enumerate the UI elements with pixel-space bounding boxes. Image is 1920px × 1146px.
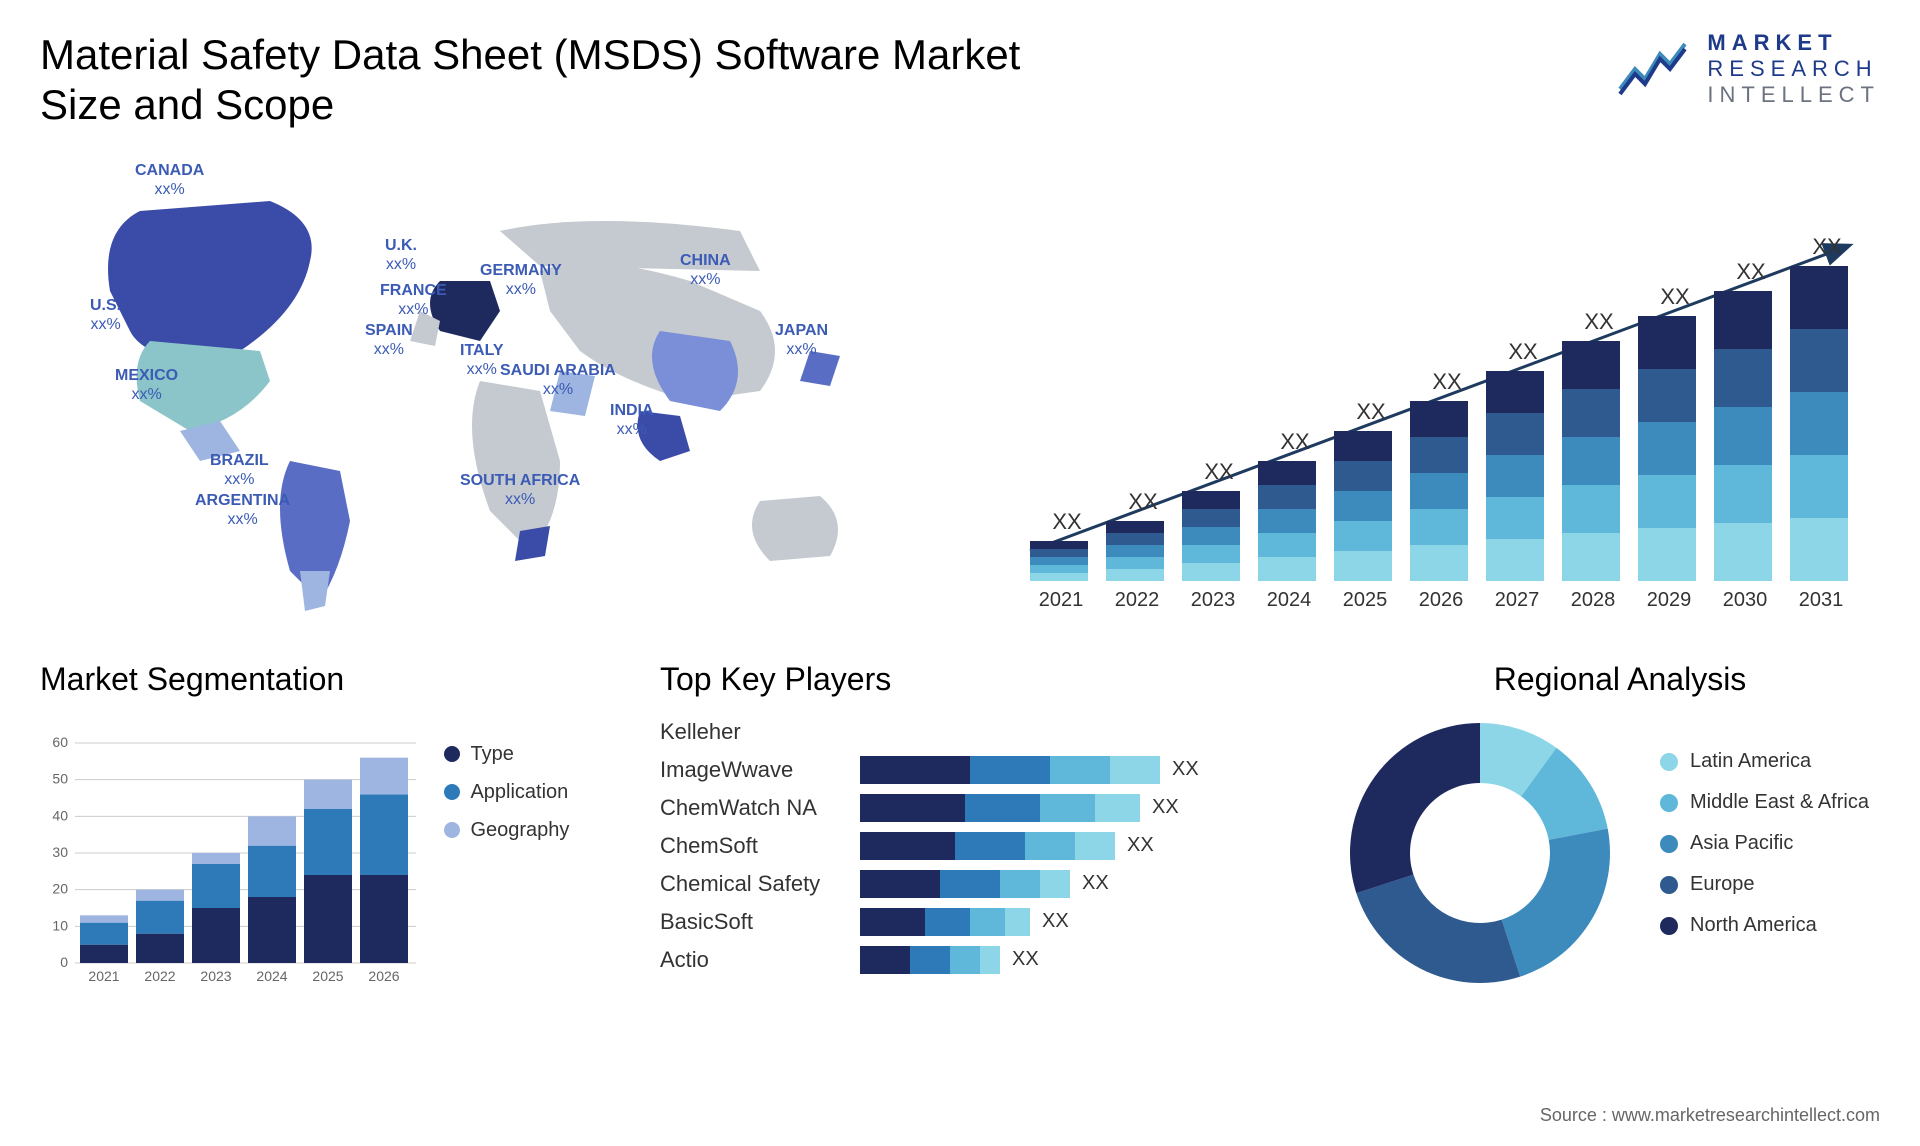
logo-icon bbox=[1615, 39, 1695, 99]
player-bar-row: XX bbox=[860, 903, 1240, 941]
segmentation-chart: 0 10 20 30 40 50 60 2021 2022 2023 2024 2025 2026 bbox=[40, 713, 420, 993]
growth-year-label: 2021 bbox=[1032, 589, 1090, 612]
seg-legend-item: Type bbox=[444, 743, 569, 766]
country-label: INDIAxx% bbox=[610, 401, 654, 439]
region-legend-item: Asia Pacific bbox=[1660, 832, 1869, 855]
player-value-label: XX bbox=[1172, 758, 1199, 781]
player-value-label: XX bbox=[1152, 796, 1179, 819]
seg-legend-item: Geography bbox=[444, 819, 569, 842]
region-legend-item: Latin America bbox=[1660, 750, 1869, 773]
player-label: Kelleher bbox=[660, 713, 860, 751]
regional-donut-chart bbox=[1340, 713, 1620, 993]
region-legend-item: Europe bbox=[1660, 873, 1869, 896]
svg-text:0: 0 bbox=[60, 954, 68, 970]
growth-year-label: 2022 bbox=[1108, 589, 1166, 612]
player-value-label: XX bbox=[1042, 910, 1069, 933]
player-bar-row: XX bbox=[860, 941, 1240, 979]
growth-value-label: XX bbox=[1114, 489, 1172, 515]
seg-legend-item: Application bbox=[444, 781, 569, 804]
growth-value-label: XX bbox=[1190, 459, 1248, 485]
growth-value-label: XX bbox=[1038, 509, 1096, 535]
growth-value-label: XX bbox=[1570, 309, 1628, 335]
country-label: GERMANYxx% bbox=[480, 261, 562, 299]
growth-year-label: 2026 bbox=[1412, 589, 1470, 612]
growth-year-label: 2025 bbox=[1336, 589, 1394, 612]
country-label: U.S.xx% bbox=[90, 296, 121, 334]
logo: MARKET RESEARCH INTELLECT bbox=[1615, 30, 1880, 108]
regional-title: Regional Analysis bbox=[1340, 661, 1900, 698]
player-bar-row: XX bbox=[860, 827, 1240, 865]
svg-text:2026: 2026 bbox=[368, 968, 399, 984]
country-label: FRANCExx% bbox=[380, 281, 447, 319]
country-label: BRAZILxx% bbox=[210, 451, 269, 489]
country-label: CANADAxx% bbox=[135, 161, 204, 199]
player-value-label: XX bbox=[1127, 834, 1154, 857]
growth-value-label: XX bbox=[1646, 284, 1704, 310]
growth-value-label: XX bbox=[1418, 369, 1476, 395]
svg-text:40: 40 bbox=[52, 807, 68, 823]
country-label: SPAINxx% bbox=[365, 321, 413, 359]
svg-text:30: 30 bbox=[52, 844, 68, 860]
svg-text:50: 50 bbox=[52, 770, 68, 786]
svg-text:2022: 2022 bbox=[144, 968, 175, 984]
growth-year-label: 2023 bbox=[1184, 589, 1242, 612]
player-label: Actio bbox=[660, 941, 860, 979]
segmentation-title: Market Segmentation bbox=[40, 661, 600, 698]
player-bar-row: XX bbox=[860, 789, 1240, 827]
logo-text-1: MARKET bbox=[1707, 30, 1880, 56]
player-label: ChemWatch NA bbox=[660, 789, 860, 827]
player-label: ChemSoft bbox=[660, 827, 860, 865]
player-label: ImageWwave bbox=[660, 751, 860, 789]
player-labels: KelleherImageWwaveChemWatch NAChemSoftCh… bbox=[660, 713, 860, 979]
svg-text:2025: 2025 bbox=[312, 968, 343, 984]
growth-year-label: 2028 bbox=[1564, 589, 1622, 612]
svg-text:2021: 2021 bbox=[88, 968, 119, 984]
growth-year-label: 2030 bbox=[1716, 589, 1774, 612]
world-map: CANADAxx% U.S.xx% MEXICOxx% BRAZILxx%ARGENT… bbox=[40, 151, 960, 631]
growth-value-label: XX bbox=[1266, 429, 1324, 455]
growth-year-label: 2031 bbox=[1792, 589, 1850, 612]
page-title: Material Safety Data Sheet (MSDS) Softwa… bbox=[40, 30, 1040, 131]
growth-bar-chart: 2021 XX 2022 XX 2023 XX 2024 XX 2025 XX 2026 XX 2027… bbox=[1000, 151, 1860, 631]
logo-text-2: RESEARCH bbox=[1707, 56, 1880, 82]
svg-text:10: 10 bbox=[52, 917, 68, 933]
key-players-title: Top Key Players bbox=[660, 661, 1280, 698]
svg-text:2023: 2023 bbox=[200, 968, 231, 984]
player-label: Chemical Safety bbox=[660, 865, 860, 903]
player-bar-row bbox=[860, 713, 1240, 751]
regional-legend: Latin America Middle East & Africa Asia Pa… bbox=[1660, 750, 1869, 955]
growth-value-label: XX bbox=[1494, 339, 1552, 365]
segmentation-legend: Type Application Geography bbox=[444, 743, 569, 857]
player-value-label: XX bbox=[1082, 872, 1109, 895]
svg-text:20: 20 bbox=[52, 880, 68, 896]
growth-value-label: XX bbox=[1722, 259, 1780, 285]
region-legend-item: North America bbox=[1660, 914, 1869, 937]
country-label: SAUDI ARABIAxx% bbox=[500, 361, 616, 399]
country-label: CHINAxx% bbox=[680, 251, 731, 289]
country-label: ITALYxx% bbox=[460, 341, 504, 379]
growth-value-label: XX bbox=[1798, 234, 1856, 260]
region-legend-item: Middle East & Africa bbox=[1660, 791, 1869, 814]
svg-text:2024: 2024 bbox=[256, 968, 287, 984]
growth-value-label: XX bbox=[1342, 399, 1400, 425]
country-label: U.K.xx% bbox=[385, 236, 417, 274]
growth-year-label: 2024 bbox=[1260, 589, 1318, 612]
player-bar-row: XX bbox=[860, 751, 1240, 789]
country-label: JAPANxx% bbox=[775, 321, 828, 359]
country-label: MEXICOxx% bbox=[115, 366, 178, 404]
svg-text:60: 60 bbox=[52, 734, 68, 750]
country-label: ARGENTINAxx% bbox=[195, 491, 290, 529]
source-attribution: Source : www.marketresearchintellect.com bbox=[1540, 1105, 1880, 1126]
growth-year-label: 2029 bbox=[1640, 589, 1698, 612]
player-label: BasicSoft bbox=[660, 903, 860, 941]
country-label: SOUTH AFRICAxx% bbox=[460, 471, 580, 509]
logo-text-3: INTELLECT bbox=[1707, 82, 1880, 108]
growth-year-label: 2027 bbox=[1488, 589, 1546, 612]
player-bar-row: XX bbox=[860, 865, 1240, 903]
player-bars-chart: XXXXXXXXXXXX bbox=[860, 713, 1240, 979]
player-value-label: XX bbox=[1012, 948, 1039, 971]
